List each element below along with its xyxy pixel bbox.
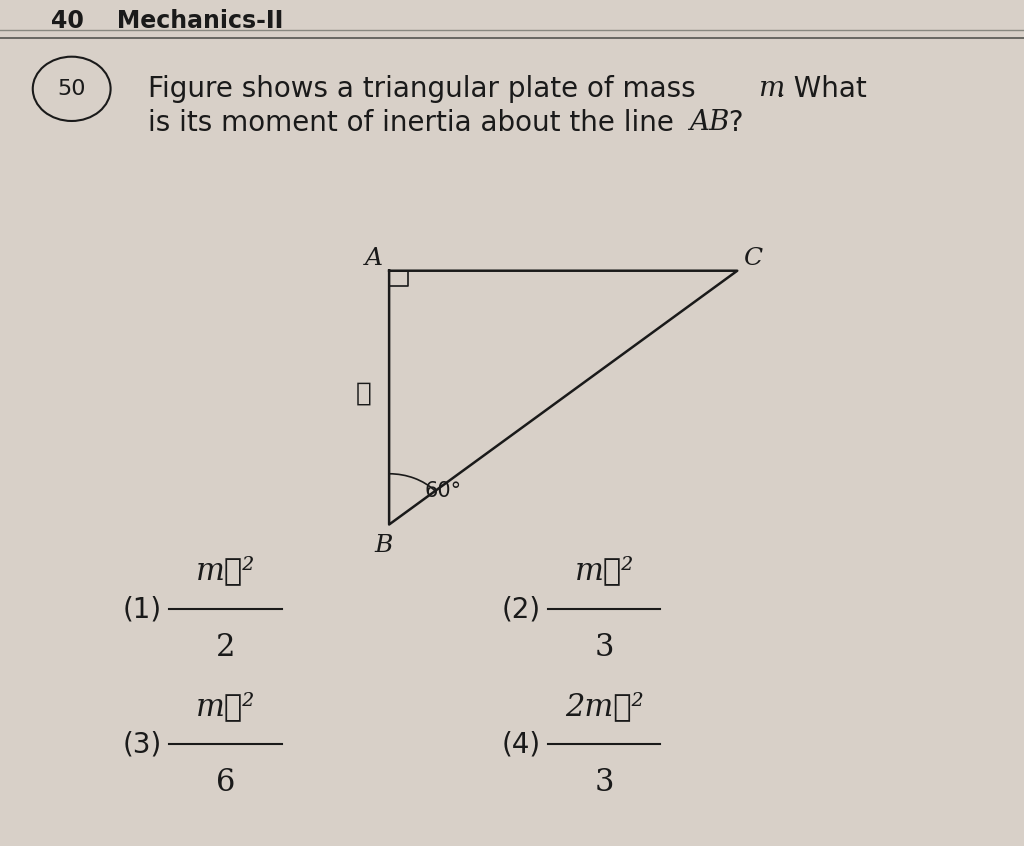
Text: . What: . What xyxy=(776,74,867,103)
Text: 3: 3 xyxy=(594,632,614,662)
Text: ?: ? xyxy=(720,108,743,137)
Text: m: m xyxy=(758,75,784,102)
Text: 50: 50 xyxy=(57,79,86,99)
Text: (4): (4) xyxy=(502,730,541,759)
Text: AB: AB xyxy=(689,109,729,136)
Text: 3: 3 xyxy=(594,767,614,798)
Text: 6: 6 xyxy=(216,767,234,798)
Text: Figure shows a triangular plate of mass: Figure shows a triangular plate of mass xyxy=(148,74,705,103)
Text: mℓ²: mℓ² xyxy=(196,556,255,586)
Text: (1): (1) xyxy=(123,595,162,624)
Text: mℓ²: mℓ² xyxy=(574,556,634,586)
Text: mℓ²: mℓ² xyxy=(196,691,255,722)
Text: A: A xyxy=(365,246,383,270)
Text: C: C xyxy=(743,246,762,270)
Text: (2): (2) xyxy=(502,595,541,624)
Text: 2mℓ²: 2mℓ² xyxy=(565,691,643,722)
Text: is its moment of inertia about the line: is its moment of inertia about the line xyxy=(148,108,683,137)
Text: 40    Mechanics-II: 40 Mechanics-II xyxy=(51,9,284,33)
Text: 60°: 60° xyxy=(425,481,462,501)
Text: B: B xyxy=(375,534,393,558)
Text: (3): (3) xyxy=(123,730,162,759)
Text: ℓ: ℓ xyxy=(355,381,372,406)
Text: 2: 2 xyxy=(215,632,236,662)
